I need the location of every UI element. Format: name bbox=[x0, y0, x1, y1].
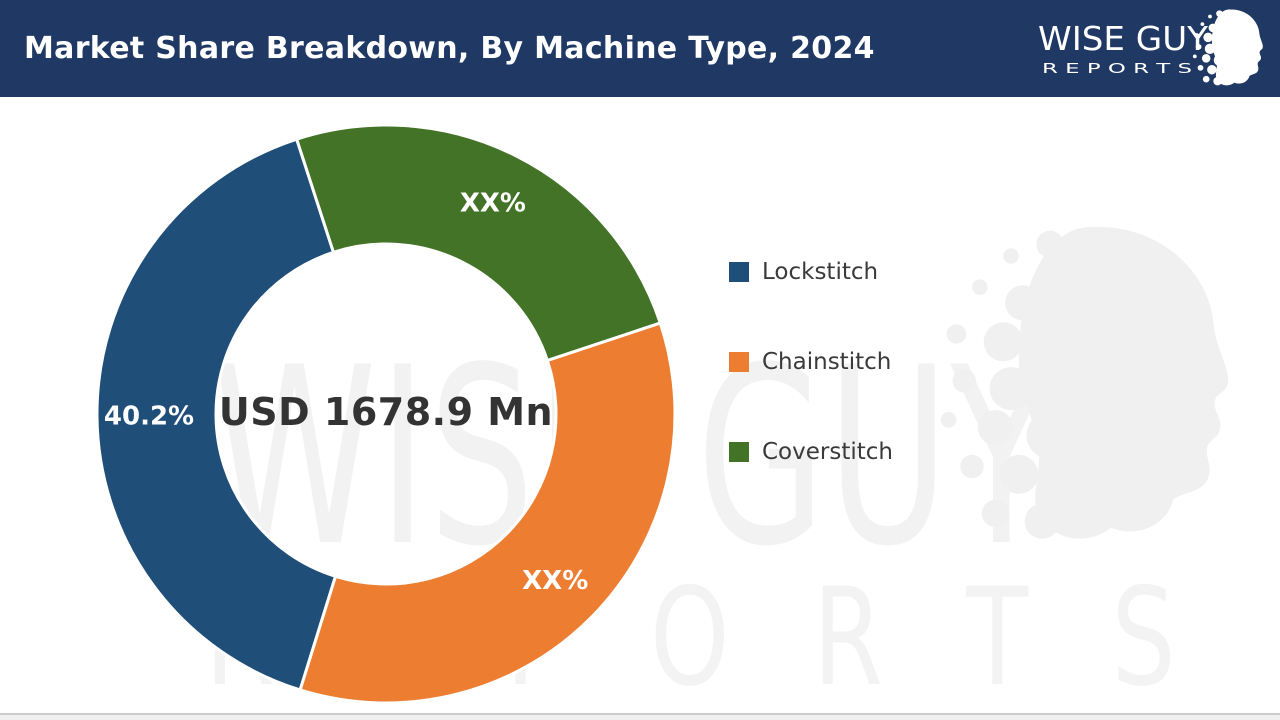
bottom-divider bbox=[0, 713, 1280, 720]
donut-slice-lockstitch bbox=[95, 137, 337, 692]
legend-swatch-coverstitch bbox=[729, 442, 749, 462]
legend-label: Chainstitch bbox=[762, 349, 892, 375]
legend-item-lockstitch: Lockstitch bbox=[729, 258, 893, 286]
logo-subtext: R E P O R T S bbox=[1042, 62, 1192, 77]
slice-label-chainstitch: XX% bbox=[522, 566, 588, 596]
legend-label: Coverstitch bbox=[762, 439, 893, 465]
logo-face-icon bbox=[1192, 9, 1263, 86]
wiseguy-logo: WISE GUY R E P O R T S bbox=[1038, 9, 1263, 86]
donut-chart: 40.2% XX% XX% bbox=[95, 123, 677, 705]
legend-swatch-lockstitch bbox=[729, 262, 749, 282]
legend-label: Lockstitch bbox=[762, 259, 879, 285]
donut-center-value: USD 1678.9 Mn bbox=[218, 390, 554, 434]
slice-label-coverstitch: XX% bbox=[460, 189, 526, 219]
donut-slice-chainstitch bbox=[298, 321, 677, 705]
logo-wordmark: WISE GUY bbox=[1038, 19, 1209, 58]
legend-item-coverstitch: Coverstitch bbox=[729, 438, 893, 466]
header-bar: Market Share Breakdown, By Machine Type,… bbox=[0, 0, 1280, 97]
slice-label-lockstitch: 40.2% bbox=[104, 402, 194, 432]
legend-swatch-chainstitch bbox=[729, 352, 749, 372]
page-title: Market Share Breakdown, By Machine Type,… bbox=[24, 31, 875, 66]
chart-legend: Lockstitch Chainstitch Coverstitch bbox=[729, 258, 893, 528]
watermark-face-icon bbox=[940, 226, 1229, 539]
legend-item-chainstitch: Chainstitch bbox=[729, 348, 893, 376]
donut-slice-coverstitch bbox=[295, 123, 662, 362]
